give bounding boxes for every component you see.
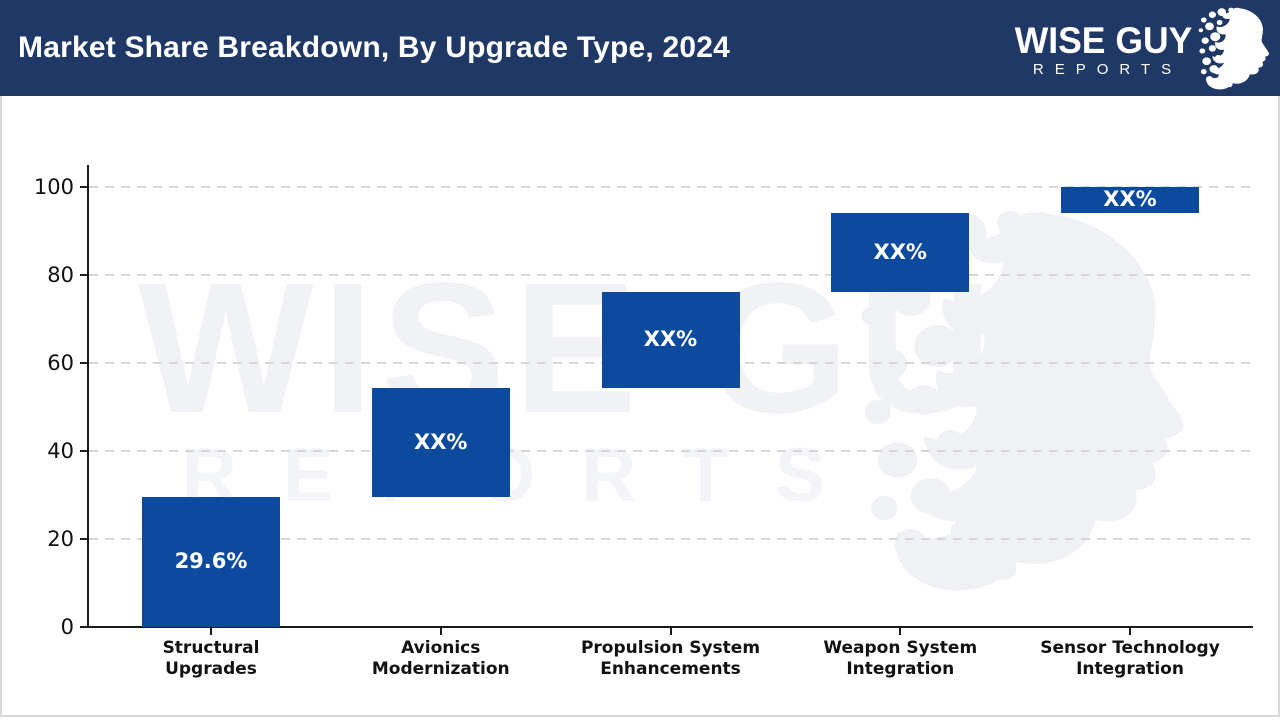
- y-tick: [80, 538, 89, 540]
- x-tick: [669, 627, 672, 635]
- logo-wordmark: WISE GUY: [1014, 19, 1193, 61]
- bar-value-label: 29.6%: [174, 549, 248, 574]
- bar: 29.6%: [142, 496, 280, 627]
- y-tick-label: 60: [47, 351, 74, 375]
- brand-logo: WISE GUY REPORTS: [1011, 6, 1270, 92]
- x-category-label: Avionics Modernization: [325, 638, 557, 680]
- x-category-label-line: Modernization: [371, 659, 510, 679]
- brand-logo-text: WISE GUY REPORTS: [1011, 22, 1196, 77]
- x-category-label-line: Integration: [1076, 659, 1184, 679]
- x-tick: [439, 627, 442, 635]
- x-category-label: Propulsion System Enhancements: [555, 638, 787, 680]
- bar-value-label: XX%: [1103, 187, 1157, 212]
- bar: XX%: [1061, 187, 1199, 213]
- x-category-label-line: Sensor Technology: [1040, 638, 1220, 658]
- y-axis: [87, 165, 89, 627]
- header: Market Share Breakdown, By Upgrade Type,…: [0, 0, 1280, 96]
- y-tick: [80, 274, 89, 276]
- x-category-label-line: Enhancements: [600, 659, 741, 679]
- y-tick-label: 0: [60, 615, 74, 639]
- gridline: [89, 538, 1253, 540]
- x-tick: [899, 627, 902, 635]
- logo-subtext: REPORTS: [1032, 60, 1183, 78]
- x-category-label-line: Upgrades: [165, 659, 257, 679]
- y-tick: [80, 450, 89, 452]
- bar-value-label: XX%: [873, 239, 927, 264]
- y-tick: [80, 186, 89, 188]
- bar: XX%: [371, 387, 510, 497]
- x-category-label-line: Structural: [162, 638, 260, 658]
- x-tick: [210, 627, 212, 635]
- y-tick: [80, 626, 89, 628]
- waterfall-chart: 0 20 40 60 80 100 29.6% Structural Upgrades XX% Av…: [0, 96, 1280, 720]
- x-category-label-line: Integration: [846, 659, 955, 679]
- bar: XX%: [831, 212, 970, 292]
- x-category-label-line: Weapon System: [823, 638, 978, 658]
- page-title: Market Share Breakdown, By Upgrade Type,…: [18, 31, 731, 64]
- chart-area: WISE GUY REPORTS 0 20 40 60 80 100 29.6% Struct…: [0, 96, 1280, 720]
- y-tick-label: 80: [47, 263, 74, 287]
- gridline: [89, 274, 1253, 276]
- x-category-label: Sensor Technology Integration: [1014, 638, 1246, 680]
- bar: XX%: [601, 291, 740, 388]
- x-category-label: Structural Upgrades: [95, 638, 327, 680]
- y-tick-label: 20: [47, 527, 74, 551]
- x-category-label-line: Avionics: [401, 638, 481, 658]
- x-category-label-line: Propulsion System: [580, 638, 761, 658]
- bar-value-label: XX%: [414, 429, 468, 454]
- gridline: [89, 450, 1253, 452]
- y-tick: [80, 362, 89, 364]
- x-tick: [1129, 627, 1131, 635]
- logo-face-icon: [1198, 7, 1270, 90]
- gridline: [89, 186, 1253, 188]
- x-category-label: Weapon System Integration: [784, 638, 1016, 680]
- y-tick-label: 100: [33, 175, 74, 199]
- bar-value-label: XX%: [643, 327, 698, 352]
- y-tick-label: 40: [47, 439, 74, 463]
